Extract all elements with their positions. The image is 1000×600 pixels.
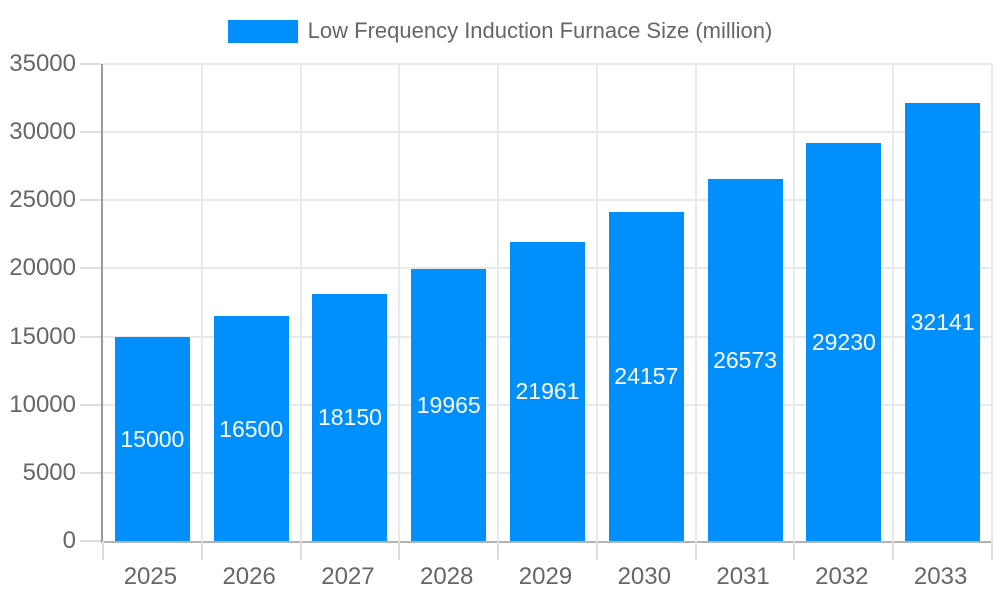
x-tick	[793, 541, 796, 560]
y-axis-label: 0	[62, 527, 76, 554]
bar-2033[interactable]: 32141	[905, 102, 981, 541]
x-axis-label-2028: 2028	[420, 563, 474, 590]
bar-2025[interactable]: 15000	[114, 336, 190, 541]
bar-2029[interactable]: 21961	[510, 241, 585, 541]
x-gridline	[793, 64, 796, 541]
bar-value-label: 29230	[811, 328, 876, 355]
y-tick	[80, 471, 101, 474]
bar-value-label: 19965	[416, 391, 481, 418]
x-gridline	[497, 64, 500, 541]
bar-2031[interactable]: 26573	[707, 178, 783, 541]
x-tick	[398, 541, 401, 560]
x-axis-label-2026: 2026	[222, 563, 276, 590]
x-tick	[991, 541, 993, 560]
x-tick	[299, 541, 302, 560]
y-axis-label: 35000	[9, 50, 76, 77]
y-tick	[80, 199, 101, 202]
bar-value-label: 26573	[713, 346, 778, 373]
x-gridline	[595, 64, 598, 541]
y-axis-label: 15000	[9, 322, 76, 350]
x-tick	[102, 541, 104, 560]
legend[interactable]: Low Frequency Induction Furnace Size (mi…	[0, 17, 1000, 45]
bar-2032[interactable]: 29230	[806, 142, 882, 541]
x-axis-label-2031: 2031	[716, 563, 770, 590]
x-gridline	[892, 64, 895, 541]
bar-2027[interactable]: 18150	[312, 293, 388, 541]
y-axis-label: 30000	[9, 118, 76, 146]
legend-label: Low Frequency Induction Furnace Size (mi…	[307, 18, 773, 43]
y-axis-label: 5000	[22, 458, 76, 486]
bar-value-label: 16500	[219, 415, 284, 442]
y-tick	[80, 267, 101, 270]
y-gridline	[103, 199, 992, 202]
x-tick	[200, 541, 203, 560]
x-tick	[892, 541, 895, 560]
bar-value-label: 21961	[515, 378, 580, 405]
bar-2030[interactable]: 24157	[608, 211, 684, 541]
y-axis-label: 25000	[9, 186, 76, 214]
bar-value-label: 15000	[120, 425, 185, 452]
x-tick	[595, 541, 598, 560]
bar-2026[interactable]: 16500	[213, 316, 289, 541]
x-axis-label-2029: 2029	[518, 563, 573, 590]
y-axis-label: 20000	[9, 254, 76, 282]
y-gridline	[103, 63, 992, 65]
x-gridline	[694, 64, 697, 541]
y-tick	[80, 63, 101, 65]
y-tick	[80, 540, 101, 542]
y-axis-label: 10000	[9, 390, 76, 418]
x-gridline	[398, 64, 401, 541]
legend-swatch-icon	[227, 19, 298, 43]
x-gridline	[200, 64, 203, 541]
x-tick	[694, 541, 697, 560]
bar-value-label: 32141	[910, 308, 975, 335]
x-tick	[497, 541, 500, 560]
bar-value-label: 18150	[317, 404, 382, 431]
y-tick	[80, 131, 101, 134]
y-tick	[80, 403, 101, 406]
x-axis-label-2025: 2025	[123, 563, 178, 590]
x-gridline	[991, 64, 993, 541]
x-axis-label-2027: 2027	[321, 563, 375, 590]
x-axis-label-2032: 2032	[815, 563, 869, 590]
y-gridline	[103, 131, 992, 134]
y-tick	[80, 335, 101, 338]
x-gridline	[299, 64, 302, 541]
bar-value-label: 24157	[614, 363, 679, 390]
plot-area: 15000 16500 18150 19965 21961 24157 26573 29230…	[80, 63, 993, 560]
bar-2028[interactable]: 19965	[411, 268, 487, 541]
x-axis-label-2030: 2030	[617, 563, 671, 590]
x-axis-label-2033: 2033	[913, 563, 968, 590]
